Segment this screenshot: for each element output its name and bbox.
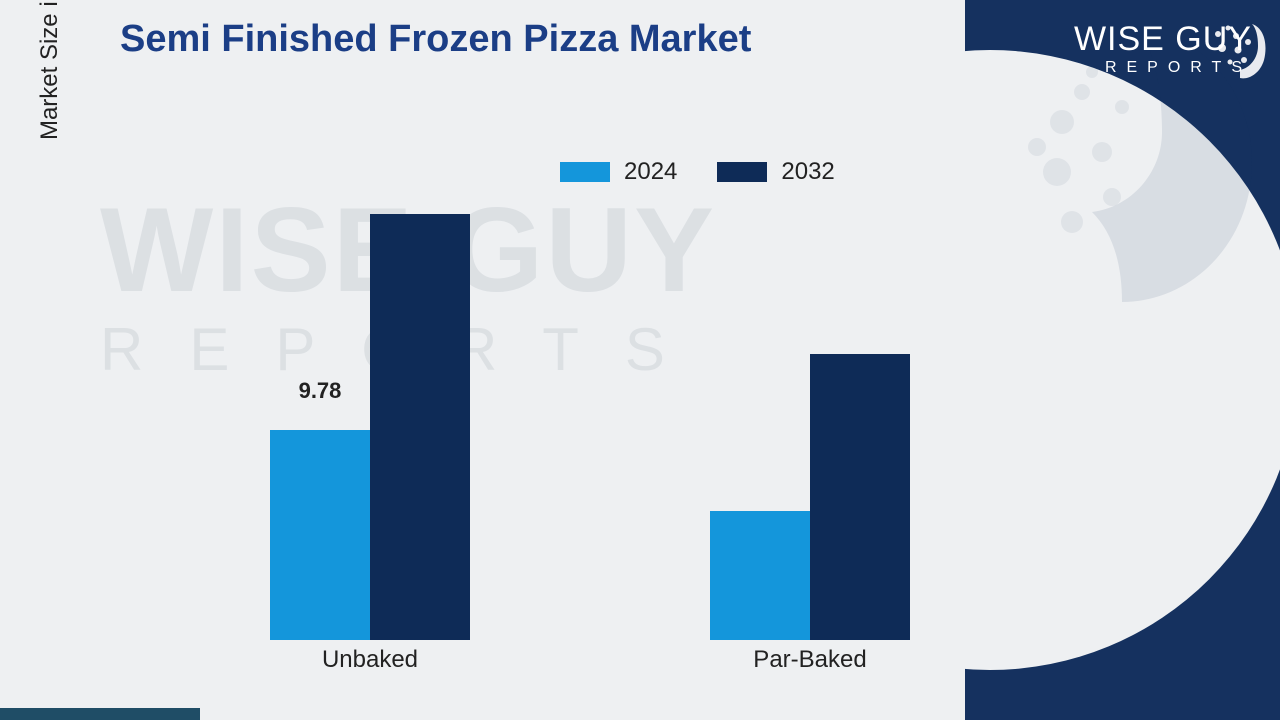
legend-item-2032: 2032 bbox=[717, 158, 834, 186]
legend-label-2032: 2032 bbox=[781, 158, 834, 186]
legend: 2024 2032 bbox=[560, 158, 835, 186]
legend-label-2024: 2024 bbox=[624, 158, 677, 186]
bar-unbaked-2024 bbox=[270, 430, 370, 640]
plot-area: 9.78UnbakedPar-Baked bbox=[120, 210, 950, 640]
brand-head-icon bbox=[1198, 14, 1268, 84]
chart-title: Semi Finished Frozen Pizza Market bbox=[120, 18, 751, 61]
category-label-unbaked: Unbaked bbox=[322, 646, 418, 674]
bar-par-baked-2032 bbox=[810, 354, 910, 640]
chart-card: WISE GUY REPORTS Semi Finished Frozen Pi… bbox=[0, 0, 1280, 720]
footer-strip bbox=[0, 708, 200, 720]
legend-item-2024: 2024 bbox=[560, 158, 677, 186]
bar-unbaked-2032 bbox=[370, 214, 470, 640]
y-axis-label: Market Size in USD Billion bbox=[36, 0, 64, 200]
category-label-par-baked: Par-Baked bbox=[753, 646, 866, 674]
bar-label-unbaked-2024: 9.78 bbox=[299, 378, 342, 404]
legend-swatch-2032 bbox=[717, 162, 767, 182]
bar-par-baked-2024 bbox=[710, 511, 810, 640]
legend-swatch-2024 bbox=[560, 162, 610, 182]
